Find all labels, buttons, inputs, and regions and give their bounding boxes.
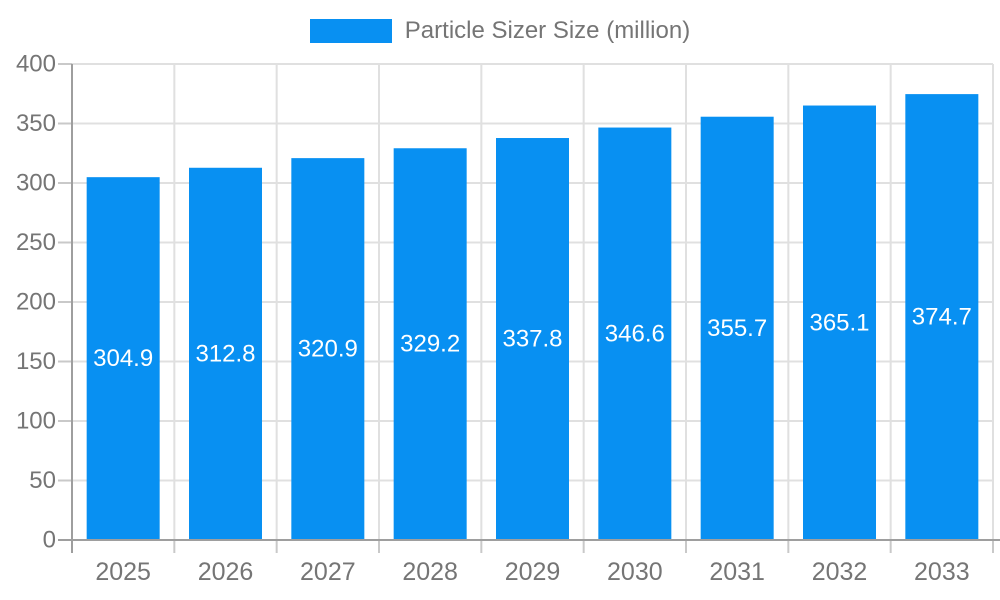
y-axis-label: 250 (16, 229, 56, 256)
bar-2030[interactable] (598, 127, 672, 540)
x-axis-label: 2028 (402, 558, 458, 586)
bar-value-label: 365.1 (809, 309, 869, 336)
bar-value-label: 337.8 (502, 326, 562, 353)
bar-2032[interactable] (803, 105, 876, 539)
bar-2026[interactable] (189, 167, 262, 539)
bar-2028[interactable] (393, 148, 467, 539)
y-axis-label: 350 (16, 110, 56, 137)
y-axis-label: 400 (16, 51, 56, 78)
y-axis-label: 150 (16, 348, 56, 375)
y-axis-label: 50 (29, 467, 56, 494)
x-axis-label: 2029 (505, 558, 561, 586)
legend-swatch-icon (309, 19, 392, 43)
x-axis-label: 2030 (607, 558, 663, 586)
legend-label: Particle Sizer Size (million) (404, 17, 691, 44)
y-axis-label: 0 (43, 527, 56, 554)
bar-2031[interactable] (700, 116, 774, 539)
x-axis-label: 2033 (914, 558, 970, 586)
y-axis-label: 300 (16, 170, 56, 197)
legend-item[interactable]: Particle Sizer Size (million) (0, 17, 1000, 45)
bar-value-label: 320.9 (298, 336, 358, 363)
x-axis-label: 2026 (198, 558, 254, 586)
bar-value-label: 329.2 (400, 331, 460, 358)
bar-value-label: 304.9 (93, 345, 153, 372)
bar-2033[interactable] (905, 94, 979, 540)
x-axis-label: 2031 (709, 558, 765, 586)
x-axis-label: 2027 (300, 558, 356, 586)
bar-value-label: 346.6 (605, 320, 665, 347)
x-axis-label: 2025 (95, 558, 151, 586)
bar-value-label: 312.8 (195, 340, 255, 367)
y-axis-label: 100 (16, 408, 56, 435)
bar-value-label: 355.7 (707, 315, 767, 342)
x-axis-label: 2032 (812, 558, 868, 586)
bar-value-label: 374.7 (912, 304, 972, 331)
y-axis-label: 200 (16, 289, 56, 316)
bar-2025[interactable] (86, 177, 160, 539)
bar-2029[interactable] (496, 138, 569, 539)
bar-2027[interactable] (291, 158, 365, 539)
